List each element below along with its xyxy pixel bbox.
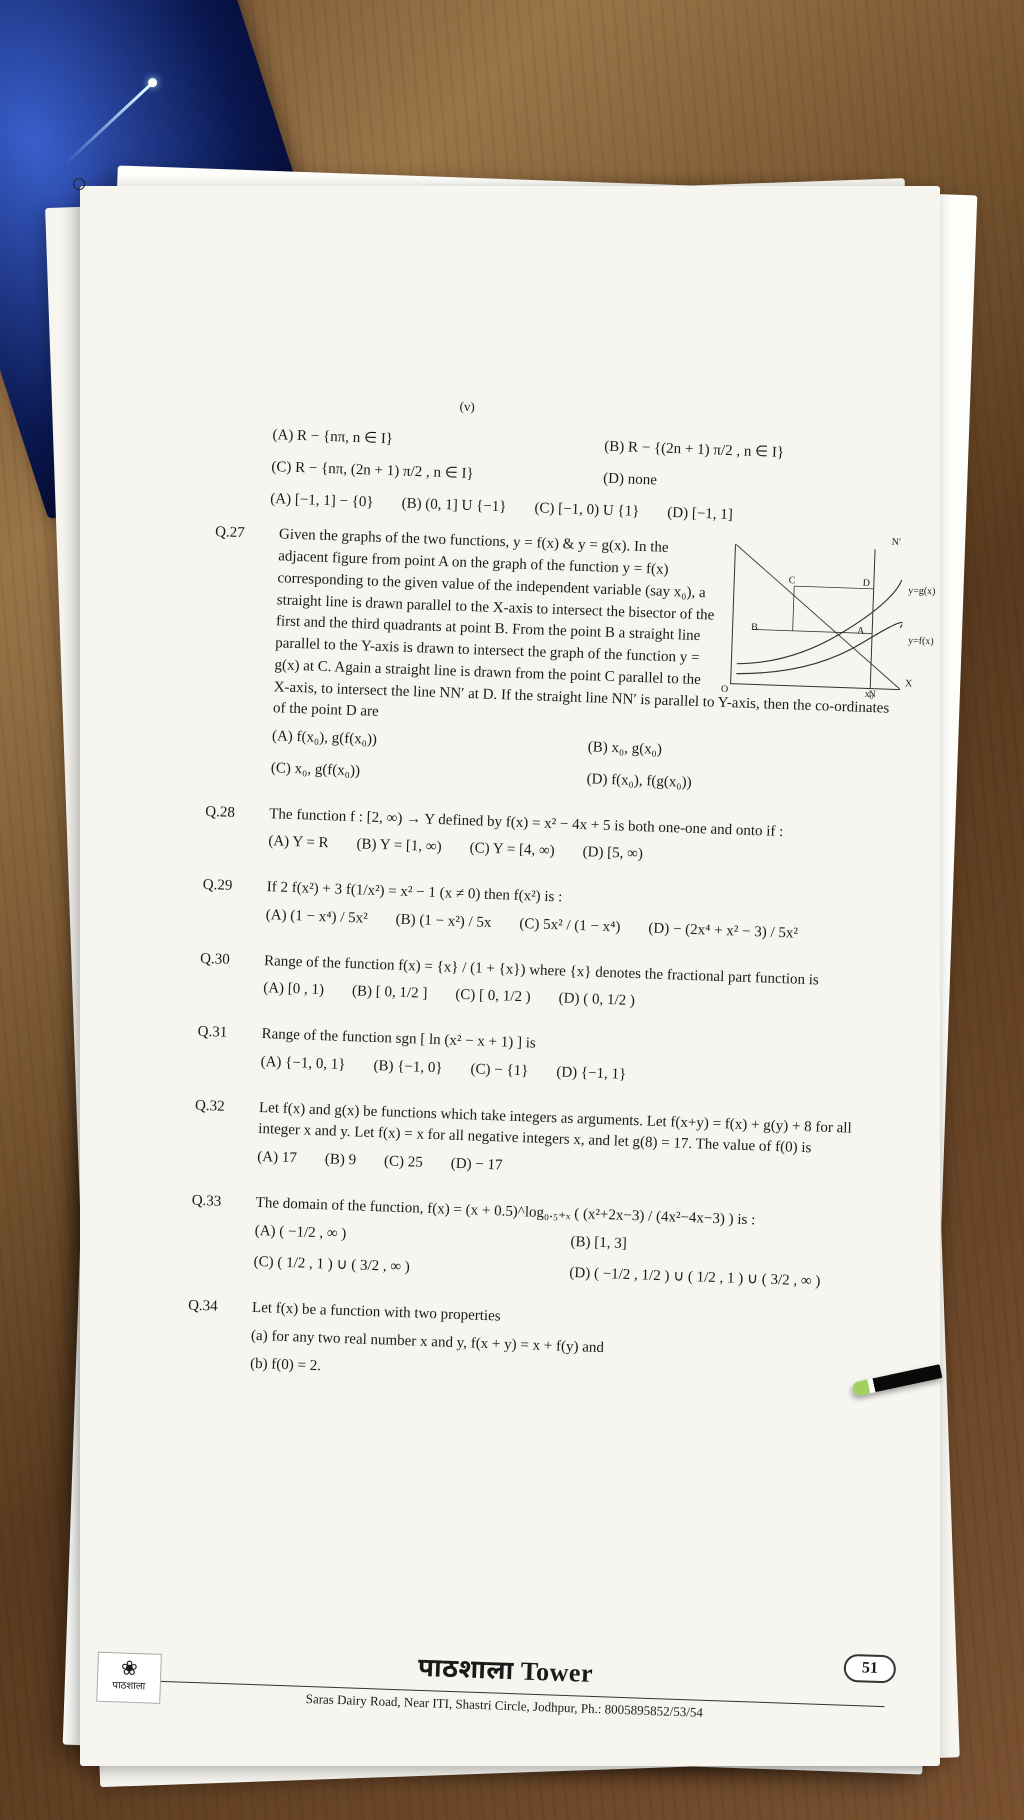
q30-opt-b: (B) [ 0, 1/2 ] bbox=[352, 981, 428, 1005]
q27-opt-c: (C) x₀, g(f(x₀)) bbox=[270, 758, 559, 790]
q29-opt-b: (B) (1 − x²) / 5x bbox=[395, 909, 492, 934]
q32-opt-a: (A) 17 bbox=[257, 1147, 297, 1170]
q26-opt-b: (B) R − {(2n + 1) π/2 , n ∈ I} bbox=[604, 437, 909, 469]
q26b-opt-a: (A) [−1, 1] − {0} bbox=[270, 489, 374, 514]
question-28: Q.28 The function f : [2, ∞) → Y defined… bbox=[204, 801, 896, 885]
q33-opt-a: (A) ( −1/2 , ∞ ) bbox=[254, 1220, 543, 1252]
q30-opt-c: (C) [ 0, 1/2 ) bbox=[455, 985, 531, 1009]
q29-opt-a: (A) (1 − x⁴) / 5x² bbox=[265, 905, 368, 930]
q31-number: Q.31 bbox=[197, 1022, 246, 1045]
page-footer: 51 पाठशाला Tower Saras Dairy Road, Near … bbox=[124, 1639, 886, 1729]
q26b-opt-c: (C) [−1, 0) U {1} bbox=[534, 498, 640, 523]
q34-number: Q.34 bbox=[188, 1296, 237, 1319]
q26-opt-d: (D) none bbox=[603, 468, 908, 500]
q33-opt-b: (B) [1, 3] bbox=[570, 1231, 627, 1255]
q29-opt-d: (D) − (2x⁴ + x² − 3) / 5x² bbox=[648, 918, 798, 945]
q31-opt-c: (C) − {1} bbox=[470, 1059, 529, 1083]
q28-opt-d: (D) [5, ∞) bbox=[582, 842, 643, 866]
paper-content: (v) (A) R − {nπ, n ∈ I} (B) R − {(2n + 1… bbox=[63, 165, 978, 1774]
q32-opt-d: (D) − 17 bbox=[450, 1154, 503, 1178]
question-32: Q.32 Let f(x) and g(x) be functions whic… bbox=[193, 1095, 885, 1200]
q30-number: Q.30 bbox=[200, 948, 249, 971]
q28-opt-b: (B) Y = [1, ∞) bbox=[356, 834, 442, 859]
q26b-opt-b: (B) (0, 1] U {−1} bbox=[401, 493, 507, 518]
q33-number: Q.33 bbox=[191, 1190, 240, 1213]
q30-opt-d: (D) ( 0, 1/2 ) bbox=[558, 989, 635, 1013]
q29-number: Q.29 bbox=[202, 875, 251, 898]
q32-opt-c: (C) 25 bbox=[384, 1151, 423, 1174]
question-33: Q.33 The domain of the function, f(x) = … bbox=[189, 1190, 882, 1305]
page-number-badge: 51 bbox=[843, 1654, 896, 1684]
question-27: Q.27 N′ N X y=g(x) y= bbox=[206, 522, 905, 811]
q29-opt-c: (C) 5x² / (1 − x⁴) bbox=[519, 914, 621, 939]
q26-opt-a: (A) R − {nπ, n ∈ I} bbox=[272, 425, 577, 457]
q32-number: Q.32 bbox=[195, 1095, 244, 1118]
q26b-opt-d: (D) [−1, 1] bbox=[667, 502, 733, 526]
q31-opt-d: (D) {−1, 1} bbox=[556, 1062, 627, 1086]
footer-logo: पाठशाला bbox=[96, 1652, 162, 1704]
q27-number: Q.27 bbox=[215, 522, 264, 545]
q32-opt-b: (B) 9 bbox=[324, 1149, 356, 1172]
question-30: Q.30 Range of the function f(x) = {x} / … bbox=[198, 948, 890, 1032]
q33-opt-d: (D) ( −1/2 , 1/2 ) ∪ ( 1/2 , 1 ) ∪ ( 3/2… bbox=[569, 1263, 821, 1293]
exam-paper: (v) (A) R − {nπ, n ∈ I} (B) R − {(2n + 1… bbox=[63, 165, 978, 1774]
q28-opt-c: (C) Y = [4, ∞) bbox=[469, 838, 555, 863]
question-31: Q.31 Range of the function sgn [ ln (x² … bbox=[196, 1022, 888, 1106]
q27-opt-a: (A) f(x₀), g(f(x₀)) bbox=[272, 726, 561, 758]
question-29: Q.29 If 2 f(x²) + 3 f(1/x²) = x² − 1 (x … bbox=[201, 875, 893, 959]
q27-diagram: N′ N X y=g(x) y=f(x) B C D A O x₀ bbox=[730, 544, 905, 690]
q31-opt-b: (B) {−1, 0} bbox=[373, 1056, 443, 1080]
q27-opt-b: (B) x₀, g(x₀) bbox=[587, 737, 662, 761]
question-34: Q.34 Let f(x) be a function with two pro… bbox=[186, 1296, 878, 1403]
q30-opt-a: (A) [0 , 1) bbox=[263, 978, 325, 1002]
q33-opt-c: (C) ( 1/2 , 1 ) ∪ ( 3/2 , ∞ ) bbox=[253, 1252, 542, 1284]
comet-graphic bbox=[64, 81, 154, 165]
q31-opt-a: (A) {−1, 0, 1} bbox=[260, 1052, 346, 1077]
q28-opt-a: (A) Y = R bbox=[268, 831, 329, 855]
q28-number: Q.28 bbox=[205, 801, 254, 824]
handwritten-scribble: (v) bbox=[459, 398, 475, 417]
q26-opt-c: (C) R − {nπ, (2n + 1) π/2 , n ∈ I} bbox=[271, 457, 576, 489]
q27-opt-d: (D) f(x₀), f(g(x₀)) bbox=[586, 769, 692, 794]
